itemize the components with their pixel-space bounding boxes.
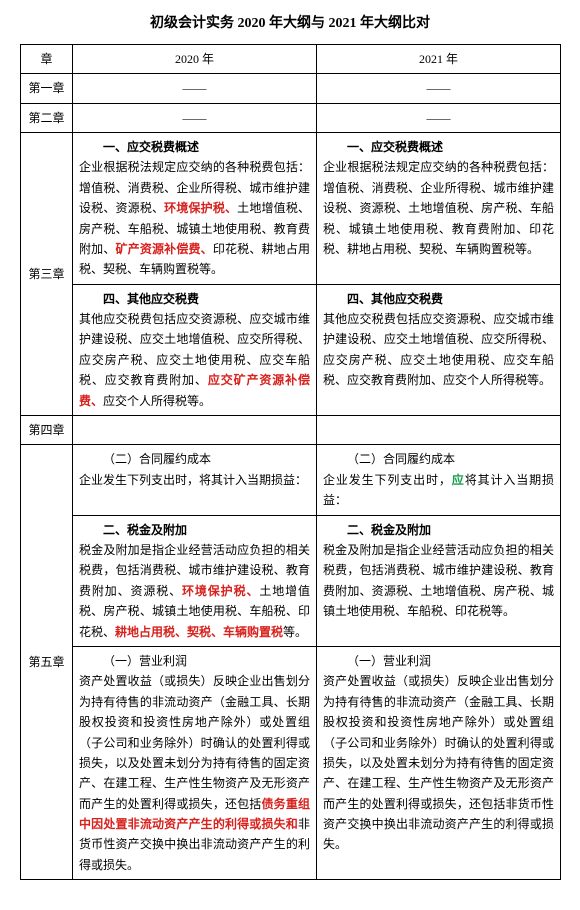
ch3-sec1-2021-body: 企业根据税法规定应交纳的各种税费包括：增值税、消费税、企业所得税、城市维护建设税… — [323, 157, 554, 259]
cell-ch1-2021: —— — [317, 74, 561, 103]
comparison-table: 章 2020 年 2021 年 第一章 —— —— 第二章 —— —— 第三章 … — [20, 44, 561, 880]
cell-ch5-r3-2021: （一）营业利润 资产处置收益（或损失）反映企业出售划分为持有待售的非流动资产（金… — [317, 646, 561, 879]
cell-ch4-label: 第四章 — [21, 416, 73, 445]
row-ch5-r1: 第五章 （二）合同履约成本 企业发生下列支出时，将其计入当期损益： （二）合同履… — [21, 445, 561, 515]
ch5-r1-2020-body: 企业发生下列支出时，将其计入当期损益： — [79, 470, 310, 490]
cell-ch3-sec4-2020: 四、其他应交税费 其他应交税费包括应交资源税、应交城市维护建设税、应交土地增值税… — [73, 284, 317, 415]
ch5-r2-2021-head: 二、税金及附加 — [323, 520, 554, 540]
ch5-r3-2021-body: 资产处置收益（或损失）反映企业出售划分为持有待售的非流动资产（金融工具、长期股权… — [323, 671, 554, 855]
cell-ch4-2020 — [73, 416, 317, 445]
header-chapter: 章 — [21, 44, 73, 73]
ch5-r3-2020-head: （一）营业利润 — [79, 651, 310, 671]
header-2020: 2020 年 — [73, 44, 317, 73]
cell-ch3-label: 第三章 — [21, 132, 73, 415]
row-ch5-r2: 二、税金及附加 税金及附加是指企业经营活动应负担的相关税费，包括消费税、城市维护… — [21, 515, 561, 646]
header-2021: 2021 年 — [317, 44, 561, 73]
ch3-sec4-2020-body: 其他应交税费包括应交资源税、应交城市维护建设税、应交土地增值税、应交所得税、应交… — [79, 309, 310, 411]
header-row: 章 2020 年 2021 年 — [21, 44, 561, 73]
cell-ch4-2021 — [317, 416, 561, 445]
cell-ch5-r2-2020: 二、税金及附加 税金及附加是指企业经营活动应负担的相关税费，包括消费税、城市维护… — [73, 515, 317, 646]
row-ch3-sec1: 第三章 一、应交税费概述 企业根据税法规定应交纳的各种税费包括：增值税、消费税、… — [21, 132, 561, 284]
cell-ch5-r3-2020: （一）营业利润 资产处置收益（或损失）反映企业出售划分为持有待售的非流动资产（金… — [73, 646, 317, 879]
ch3-sec4-2021-body: 其他应交税费包括应交资源税、应交城市维护建设税、应交土地增值税、应交所得税、应交… — [323, 309, 554, 391]
cell-ch5-label: 第五章 — [21, 445, 73, 880]
ch3-sec1-2020-head: 一、应交税费概述 — [79, 137, 310, 157]
row-ch2: 第二章 —— —— — [21, 103, 561, 132]
cell-ch2-label: 第二章 — [21, 103, 73, 132]
ch5-r1-2021-body: 企业发生下列支出时，应将其计入当期损益： — [323, 470, 554, 511]
ch5-r1-2020-head: （二）合同履约成本 — [79, 449, 310, 469]
row-ch3-sec4: 四、其他应交税费 其他应交税费包括应交资源税、应交城市维护建设税、应交土地增值税… — [21, 284, 561, 415]
cell-ch1-2020: —— — [73, 74, 317, 103]
cell-ch5-r1-2021: （二）合同履约成本 企业发生下列支出时，应将其计入当期损益： — [317, 445, 561, 515]
cell-ch2-2020: —— — [73, 103, 317, 132]
row-ch4: 第四章 — [21, 416, 561, 445]
ch5-r3-2021-head: （一）营业利润 — [323, 651, 554, 671]
ch5-r3-2020-body: 资产处置收益（或损失）反映企业出售划分为持有待售的非流动资产（金融工具、长期股权… — [79, 671, 310, 875]
ch3-sec1-2020-body: 企业根据税法规定应交纳的各种税费包括：增值税、消费税、企业所得税、城市维护建设税… — [79, 157, 310, 279]
ch3-sec4-2021-head: 四、其他应交税费 — [323, 289, 554, 309]
ch3-sec1-2021-head: 一、应交税费概述 — [323, 137, 554, 157]
cell-ch3-sec1-2021: 一、应交税费概述 企业根据税法规定应交纳的各种税费包括：增值税、消费税、企业所得… — [317, 132, 561, 284]
row-ch1: 第一章 —— —— — [21, 74, 561, 103]
cell-ch3-sec1-2020: 一、应交税费概述 企业根据税法规定应交纳的各种税费包括：增值税、消费税、企业所得… — [73, 132, 317, 284]
ch5-r2-2021-body: 税金及附加是指企业经营活动应负担的相关税费，包括消费税、城市维护建设税、教育费附… — [323, 540, 554, 622]
cell-ch3-sec4-2021: 四、其他应交税费 其他应交税费包括应交资源税、应交城市维护建设税、应交土地增值税… — [317, 284, 561, 415]
page-title: 初级会计实务 2020 年大纲与 2021 年大纲比对 — [20, 12, 560, 36]
cell-ch5-r2-2021: 二、税金及附加 税金及附加是指企业经营活动应负担的相关税费，包括消费税、城市维护… — [317, 515, 561, 646]
row-ch5-r3: （一）营业利润 资产处置收益（或损失）反映企业出售划分为持有待售的非流动资产（金… — [21, 646, 561, 879]
ch5-r2-2020-head: 二、税金及附加 — [79, 520, 310, 540]
cell-ch1-label: 第一章 — [21, 74, 73, 103]
cell-ch5-r1-2020: （二）合同履约成本 企业发生下列支出时，将其计入当期损益： — [73, 445, 317, 515]
ch5-r1-2021-head: （二）合同履约成本 — [323, 449, 554, 469]
cell-ch2-2021: —— — [317, 103, 561, 132]
ch3-sec4-2020-head: 四、其他应交税费 — [79, 289, 310, 309]
ch5-r2-2020-body: 税金及附加是指企业经营活动应负担的相关税费，包括消费税、城市维护建设税、教育费附… — [79, 540, 310, 642]
